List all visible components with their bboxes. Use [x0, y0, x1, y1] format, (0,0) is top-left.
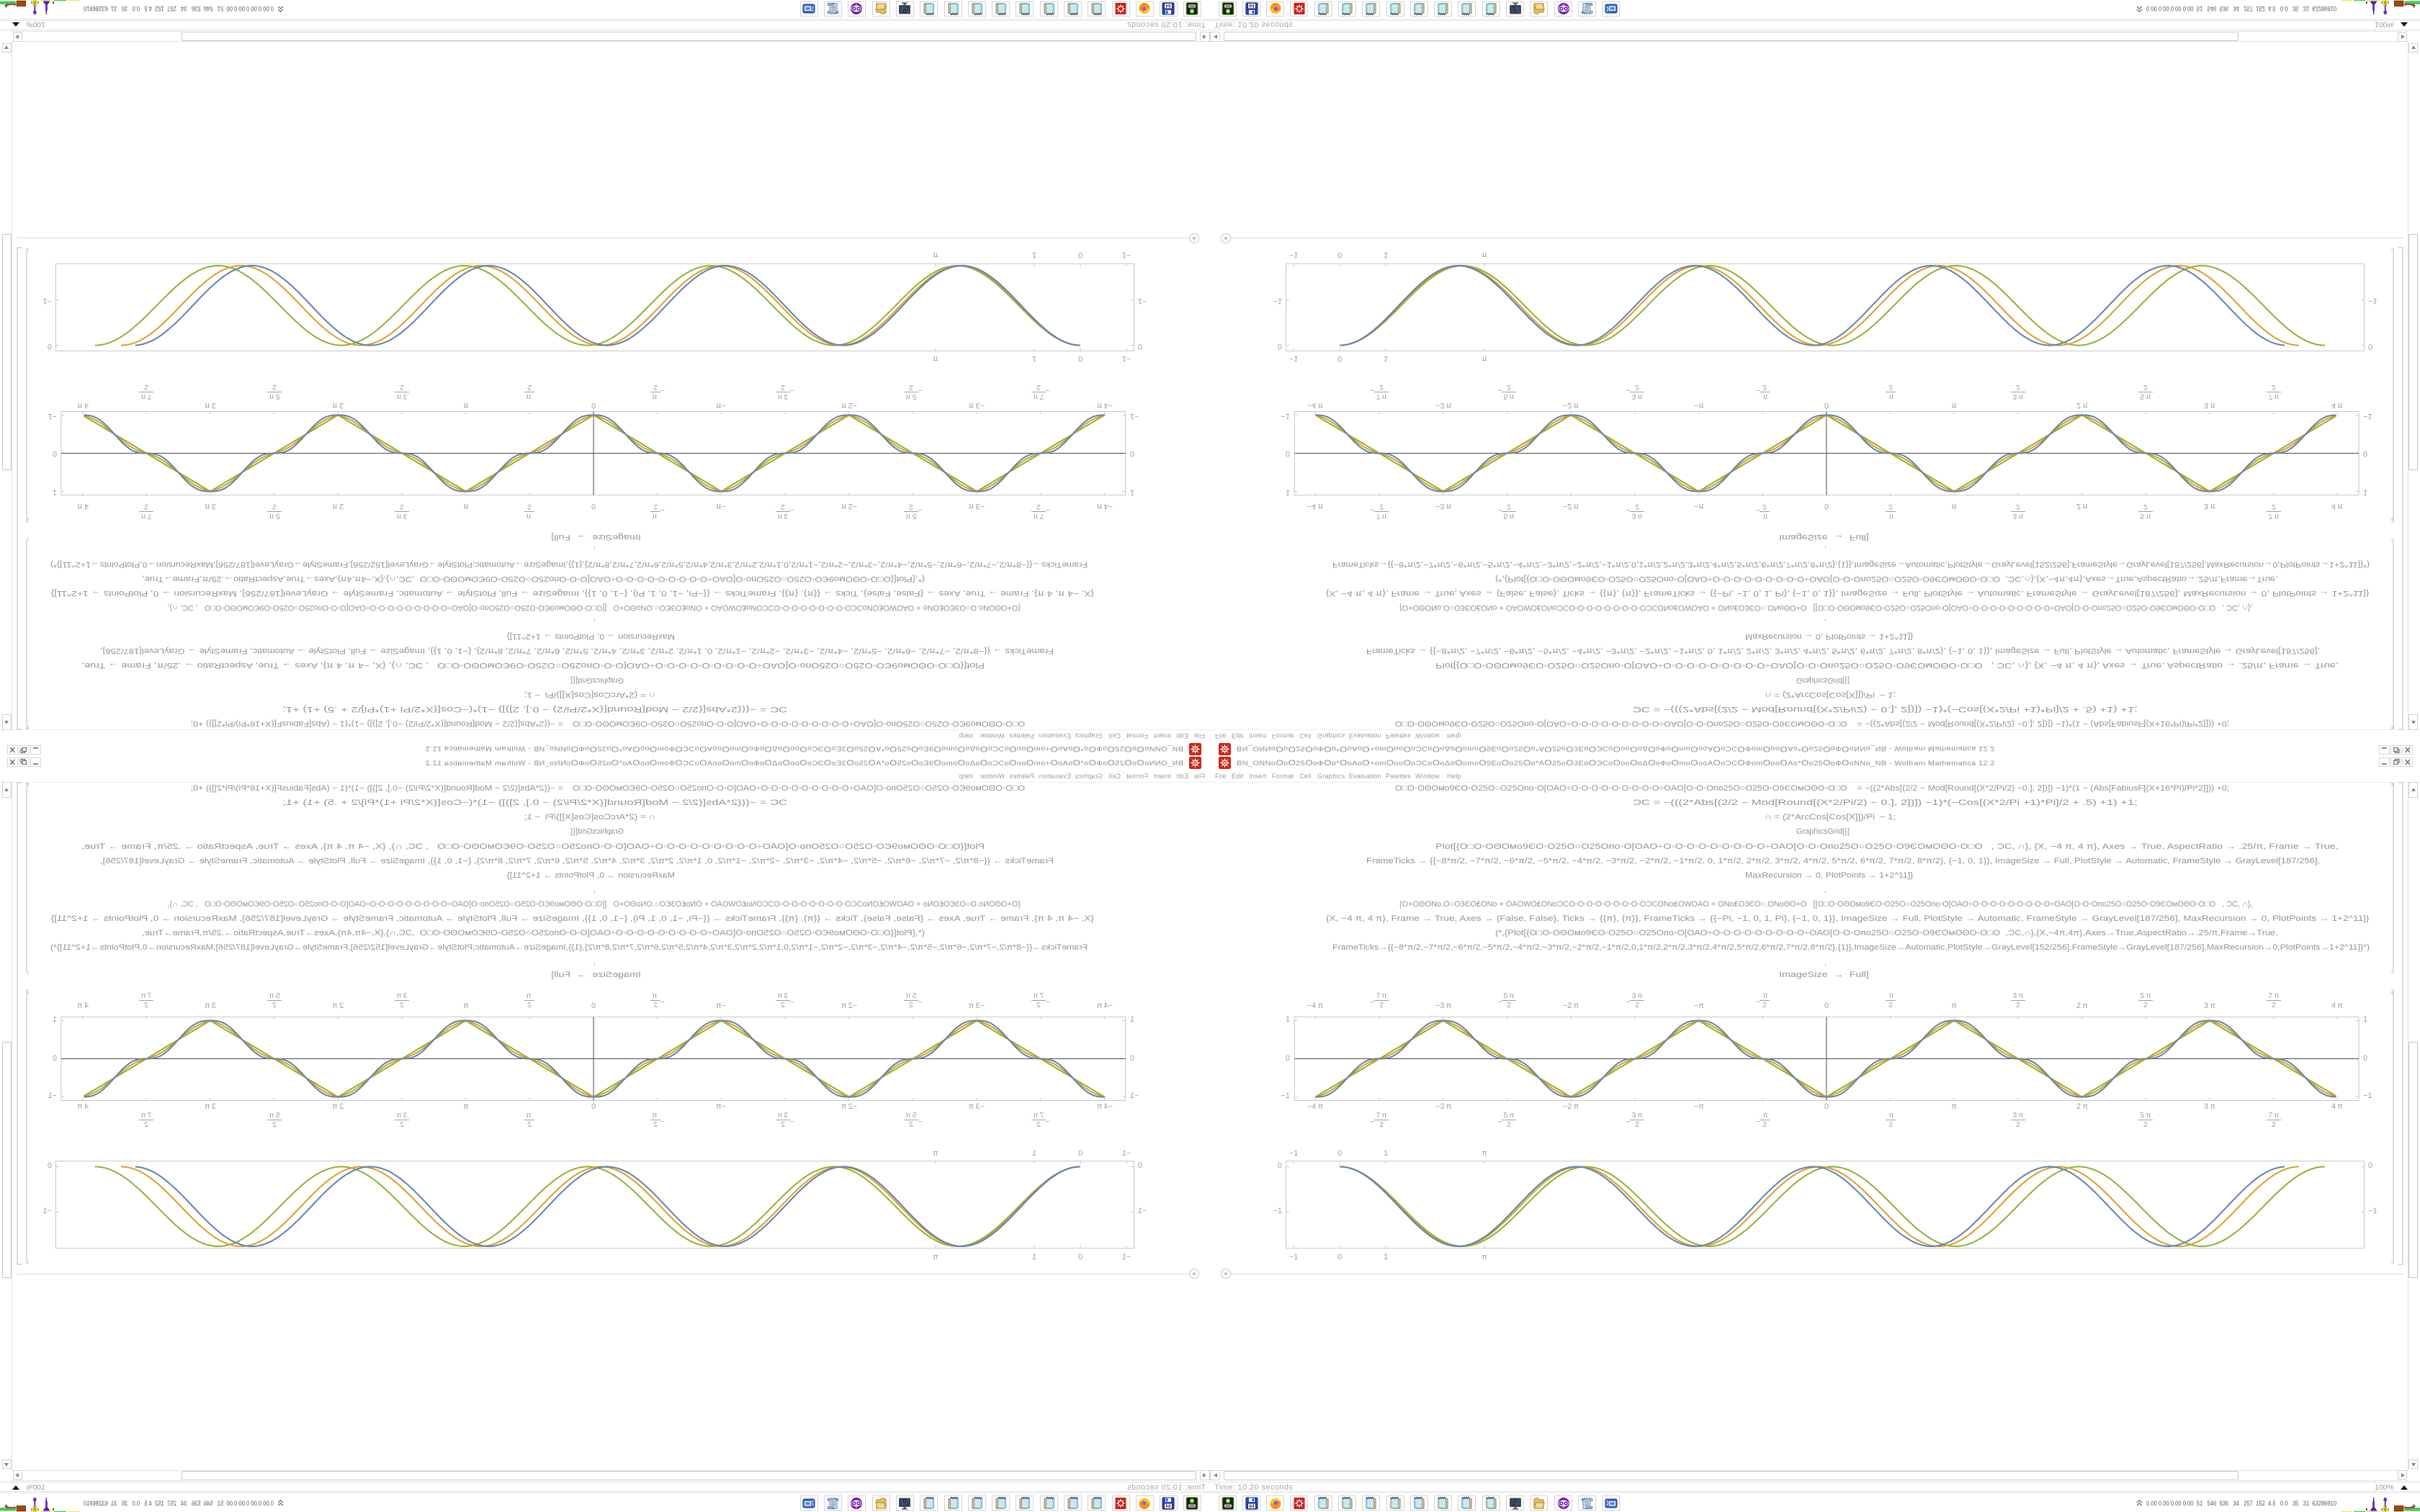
svg-text:64: 64: [1249, 4, 1255, 9]
svg-text:64: 64: [1166, 4, 1172, 9]
svg-text:64: 64: [1249, 1504, 1255, 1509]
svg-text:64: 64: [1166, 1504, 1172, 1509]
